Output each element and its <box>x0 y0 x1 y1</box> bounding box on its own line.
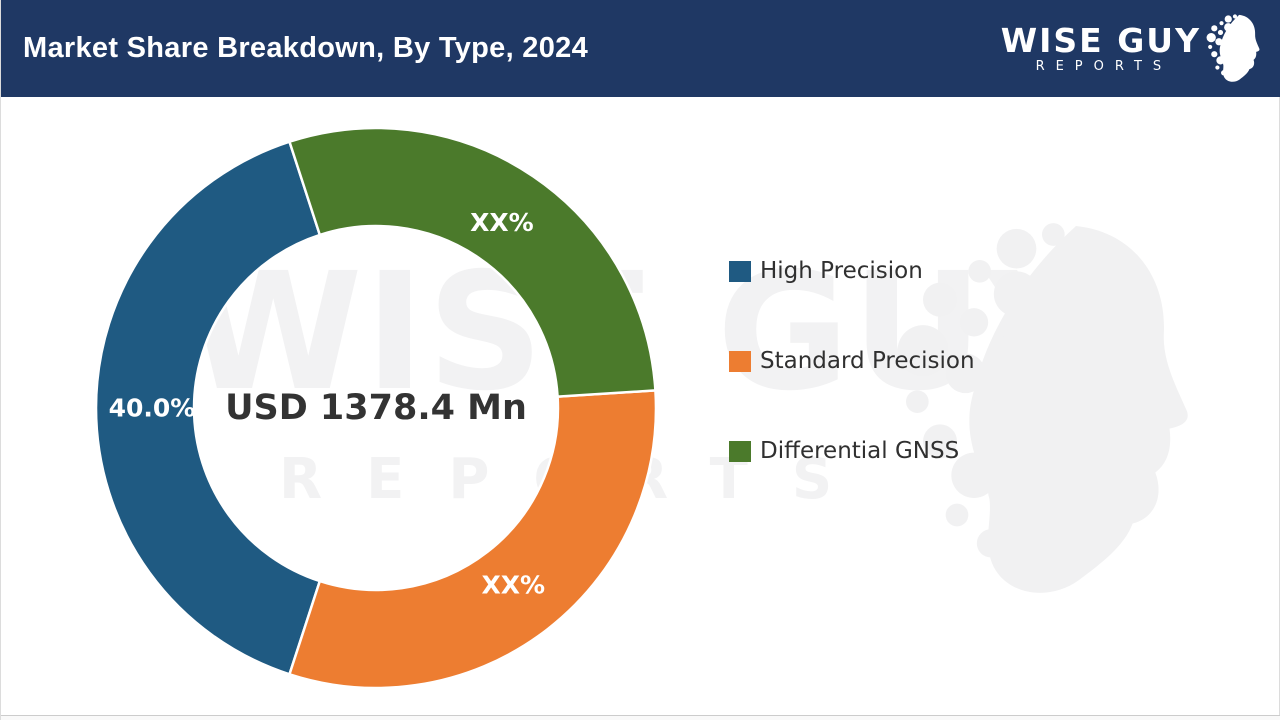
logo-reports-text: REPORTS <box>1035 58 1173 74</box>
segment-percentage-label: 40.0% <box>109 394 196 423</box>
logo-face-icon <box>1206 13 1260 82</box>
logo-wiseguy-text: WISE GUY <box>1000 20 1201 60</box>
legend-swatch-standard-precision <box>729 350 751 372</box>
legend-item-differential-gnss: Differential GNSS <box>729 438 959 464</box>
bottom-strip <box>1 716 1280 720</box>
donut-segment-standard-precision <box>288 389 658 690</box>
wiseguy-logo: WISE GUY REPORTS <box>1001 11 1267 87</box>
bottom-border-line <box>1 715 1280 716</box>
legend-label-differential-gnss: Differential GNSS <box>760 438 960 464</box>
legend-item-high-precision: High Precision <box>729 258 923 284</box>
segment-percentage-label: XX% <box>470 208 534 237</box>
legend-item-standard-precision: Standard Precision <box>729 348 975 374</box>
donut-segment-differential-gnss <box>288 126 657 398</box>
legend-label-standard-precision: Standard Precision <box>760 348 975 374</box>
donut-center-value: USD 1378.4 Mn <box>225 388 527 428</box>
legend-swatch-differential-gnss <box>729 440 751 462</box>
page-title: Market Share Breakdown, By Type, 2024 <box>23 32 589 64</box>
legend-swatch-high-precision <box>729 260 751 282</box>
segment-percentage-label: XX% <box>481 571 545 600</box>
donut-segment-high-precision <box>94 140 322 676</box>
legend-label-high-precision: High Precision <box>760 258 923 284</box>
header: Market Share Breakdown, By Type, 2024 WI… <box>1 0 1280 97</box>
